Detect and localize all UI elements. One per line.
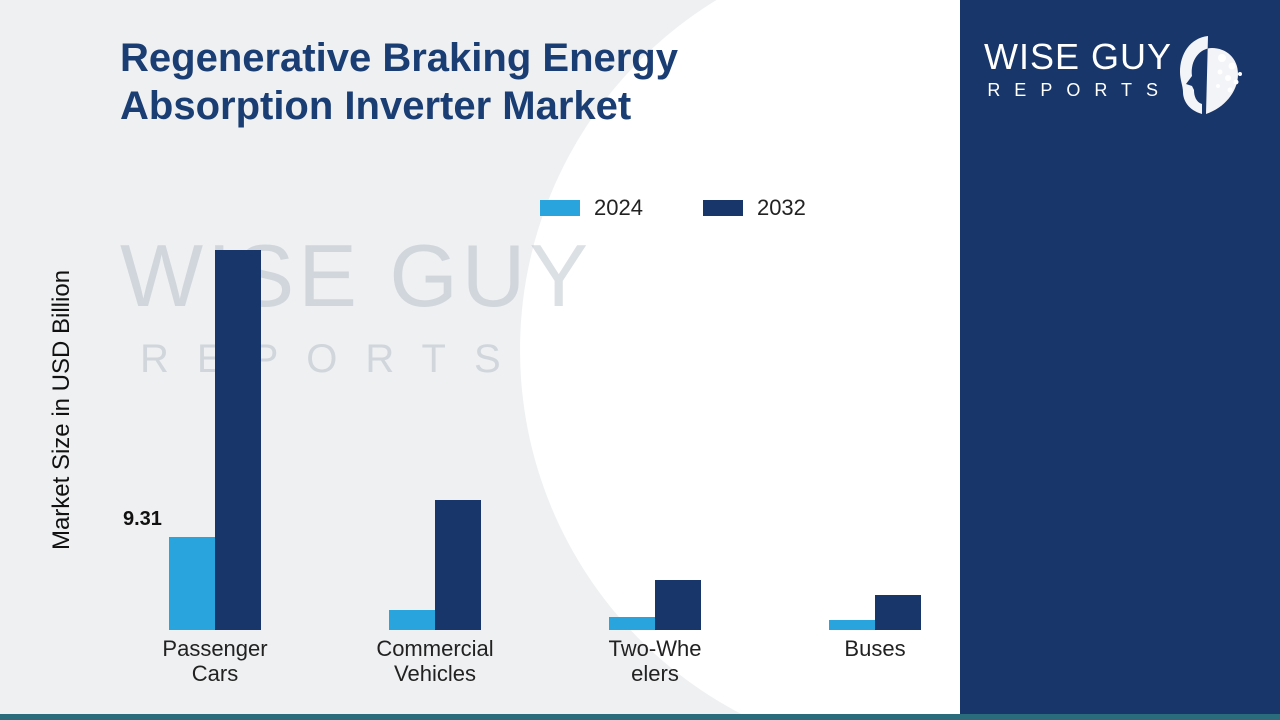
category-label-passenger: PassengerCars bbox=[125, 636, 305, 687]
bar-2032-buses bbox=[875, 595, 921, 630]
legend-swatch-2024 bbox=[540, 200, 580, 216]
bar-2024-passenger bbox=[169, 537, 215, 630]
chart-title: Regenerative Braking Energy Absorption I… bbox=[120, 34, 820, 130]
category-label-buses: Buses bbox=[785, 636, 965, 661]
y-axis-label: Market Size in USD Billion bbox=[48, 270, 76, 550]
brand-head-icon bbox=[1172, 30, 1250, 120]
category-label-twowheel: Two-Wheelers bbox=[565, 636, 745, 687]
bars-commercial bbox=[389, 500, 481, 630]
bar-2024-commercial bbox=[389, 610, 435, 630]
bars-twowheel bbox=[609, 580, 701, 630]
category-label-commercial: CommercialVehicles bbox=[345, 636, 525, 687]
legend-item-2032: 2032 bbox=[703, 195, 806, 221]
legend-item-2024: 2024 bbox=[540, 195, 643, 221]
brand-main-text: WISE GUY bbox=[984, 36, 1172, 78]
bar-2024-buses bbox=[829, 620, 875, 630]
legend-label-2032: 2032 bbox=[757, 195, 806, 221]
chart-stage: WISE GUY REPORTS WISE GUY REPORTS Regene… bbox=[0, 0, 1280, 720]
bar-2032-commercial bbox=[435, 500, 481, 630]
legend-label-2024: 2024 bbox=[594, 195, 643, 221]
bars-buses bbox=[829, 595, 921, 630]
bars-passenger bbox=[169, 250, 261, 630]
bar-2024-twowheel bbox=[609, 617, 655, 630]
bar-2032-passenger bbox=[215, 250, 261, 630]
brand-sub-text: REPORTS bbox=[987, 80, 1172, 101]
bottom-accent-strip bbox=[0, 714, 1280, 720]
bar-2032-twowheel bbox=[655, 580, 701, 630]
brand-logo: WISE GUY REPORTS bbox=[980, 30, 1250, 120]
plot-area: 9.31PassengerCarsCommercialVehiclesTwo-W… bbox=[105, 230, 935, 630]
legend-swatch-2032 bbox=[703, 200, 743, 216]
value-label-2024-passenger: 9.31 bbox=[123, 508, 162, 531]
legend: 2024 2032 bbox=[540, 195, 806, 221]
